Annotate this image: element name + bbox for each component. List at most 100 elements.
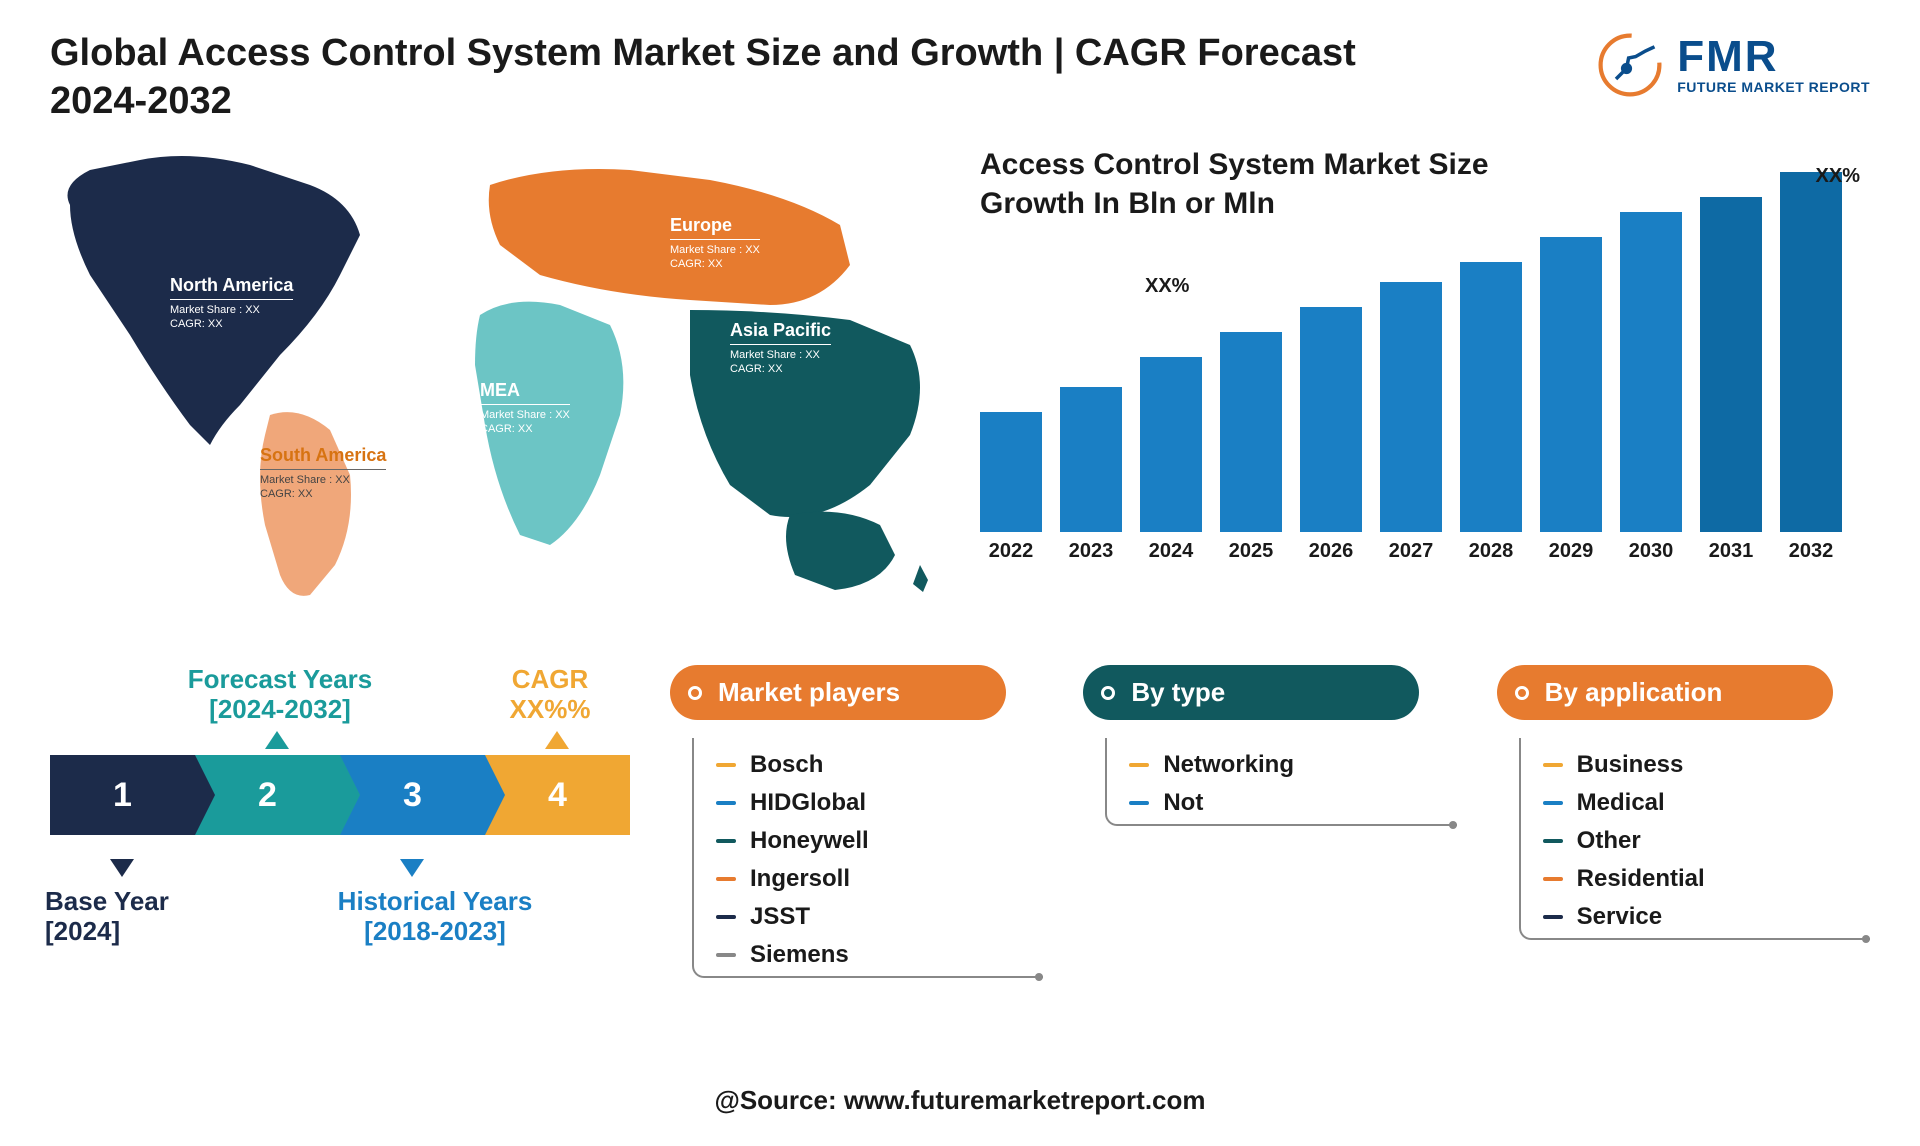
bar-rect [1300, 307, 1362, 532]
list-item: Honeywell [694, 822, 1043, 860]
tick-icon [716, 877, 736, 881]
bar-year-label: 2029 [1549, 540, 1594, 563]
list-item: Not [1107, 784, 1456, 822]
list-item: JSST [694, 898, 1043, 936]
bar-year-label: 2023 [1069, 540, 1114, 563]
bar-year-label: 2025 [1229, 540, 1274, 563]
logo: FMR FUTURE MARKET REPORT [1595, 30, 1870, 100]
tick-icon [716, 763, 736, 767]
bar-year-label: 2024 [1149, 540, 1194, 563]
tick-icon [1543, 877, 1563, 881]
list-item-label: Not [1163, 789, 1203, 817]
by-application-column: By application Business Medical Other Resid… [1497, 665, 1870, 940]
tick-icon [716, 801, 736, 805]
bar-2022: 2022 [980, 412, 1042, 563]
tick-icon [1129, 801, 1149, 805]
base-year-label: Base Year[2024] [45, 887, 215, 947]
bar-rect [1460, 262, 1522, 532]
list-item-label: Other [1577, 827, 1641, 855]
timeline-seg-2: 2 [195, 755, 340, 835]
bar-rect [1380, 282, 1442, 532]
historical-years-label: Historical Years[2018-2023] [320, 887, 550, 947]
list-item: Bosch [694, 746, 1043, 784]
logo-subtitle: FUTURE MARKET REPORT [1677, 79, 1870, 95]
list-item-label: HIDGlobal [750, 789, 866, 817]
bar-rect [1620, 212, 1682, 532]
region-europe: Europe Market Share : XX CAGR: XX [670, 215, 760, 272]
triangle-down-icon [110, 859, 134, 877]
list-item: Business [1521, 746, 1870, 784]
pill-label: By application [1545, 677, 1723, 708]
triangle-up-icon [545, 731, 569, 749]
bar-2030: 2030 [1620, 212, 1682, 563]
tick-icon [1129, 763, 1149, 767]
bar-year-label: 2026 [1309, 540, 1354, 563]
bar-2023: 2023 [1060, 387, 1122, 563]
bar-rect [1060, 387, 1122, 532]
region-north-america: North America Market Share : XX CAGR: XX [170, 275, 293, 332]
logo-text: FMR [1677, 35, 1870, 79]
list-item: Siemens [694, 936, 1043, 974]
list-item-label: Business [1577, 751, 1684, 779]
list-item-label: Ingersoll [750, 865, 850, 893]
list-item-label: Siemens [750, 941, 849, 969]
list-item: HIDGlobal [694, 784, 1043, 822]
bar-2029: 2029 [1540, 237, 1602, 563]
timeline-strip: 1 2 3 4 [50, 755, 630, 835]
source-attribution: @Source: www.futuremarketreport.com [0, 1085, 1920, 1116]
list-item-label: Medical [1577, 789, 1665, 817]
world-map: North America Market Share : XX CAGR: XX… [50, 145, 950, 605]
circle-icon [1515, 686, 1529, 700]
list-item-label: JSST [750, 903, 810, 931]
list-item-label: Honeywell [750, 827, 869, 855]
list-item: Networking [1107, 746, 1456, 784]
tick-icon [716, 839, 736, 843]
pill-label: Market players [718, 677, 900, 708]
tick-icon [716, 915, 736, 919]
circle-icon [688, 686, 702, 700]
bar-rect [1780, 172, 1842, 532]
market-players-pill: Market players [670, 665, 1006, 720]
forecast-years-label: Forecast Years[2024-2032] [180, 665, 380, 725]
tick-icon [1543, 915, 1563, 919]
list-item-label: Residential [1577, 865, 1705, 893]
tick-icon [716, 953, 736, 957]
region-south-america: South America Market Share : XX CAGR: XX [260, 445, 386, 502]
chart-annotation-1: XX% [1145, 275, 1189, 298]
bar-2028: 2028 [1460, 262, 1522, 563]
bar-year-label: 2027 [1389, 540, 1434, 563]
bar-year-label: 2022 [989, 540, 1034, 563]
bar-2025: 2025 [1220, 332, 1282, 563]
list-item: Service [1521, 898, 1870, 936]
list-item-label: Networking [1163, 751, 1294, 779]
list-item-label: Service [1577, 903, 1662, 931]
timeline-seg-1: 1 [50, 755, 195, 835]
bar-2026: 2026 [1300, 307, 1362, 563]
bar-year-label: 2030 [1629, 540, 1674, 563]
tick-icon [1543, 801, 1563, 805]
by-type-column: By type Networking Not [1083, 665, 1456, 826]
chart-title: Access Control System Market Size Growth… [980, 145, 1500, 223]
market-players-column: Market players Bosch HIDGlobal Honeywell In… [670, 665, 1043, 978]
cagr-label: CAGRXX%% [490, 665, 610, 725]
timeline-seg-3: 3 [340, 755, 485, 835]
timeline: Forecast Years[2024-2032] CAGRXX%% 1 2 3… [50, 665, 630, 965]
triangle-down-icon [400, 859, 424, 877]
circle-icon [1101, 686, 1115, 700]
bar-2024: 2024 [1140, 357, 1202, 563]
bar-2032: 2032 [1780, 172, 1842, 563]
tick-icon [1543, 763, 1563, 767]
fmr-logo-icon [1595, 30, 1665, 100]
bar-2027: 2027 [1380, 282, 1442, 563]
region-mea: MEA Market Share : XX CAGR: XX [480, 380, 570, 437]
bar-year-label: 2028 [1469, 540, 1514, 563]
chart-annotation-2: XX% [1816, 165, 1860, 188]
bar-rect [1540, 237, 1602, 532]
list-item: Ingersoll [694, 860, 1043, 898]
tick-icon [1543, 839, 1563, 843]
triangle-up-icon [265, 731, 289, 749]
by-type-pill: By type [1083, 665, 1419, 720]
header: Global Access Control System Market Size… [50, 30, 1870, 125]
page-title: Global Access Control System Market Size… [50, 30, 1450, 125]
timeline-seg-4: 4 [485, 755, 630, 835]
